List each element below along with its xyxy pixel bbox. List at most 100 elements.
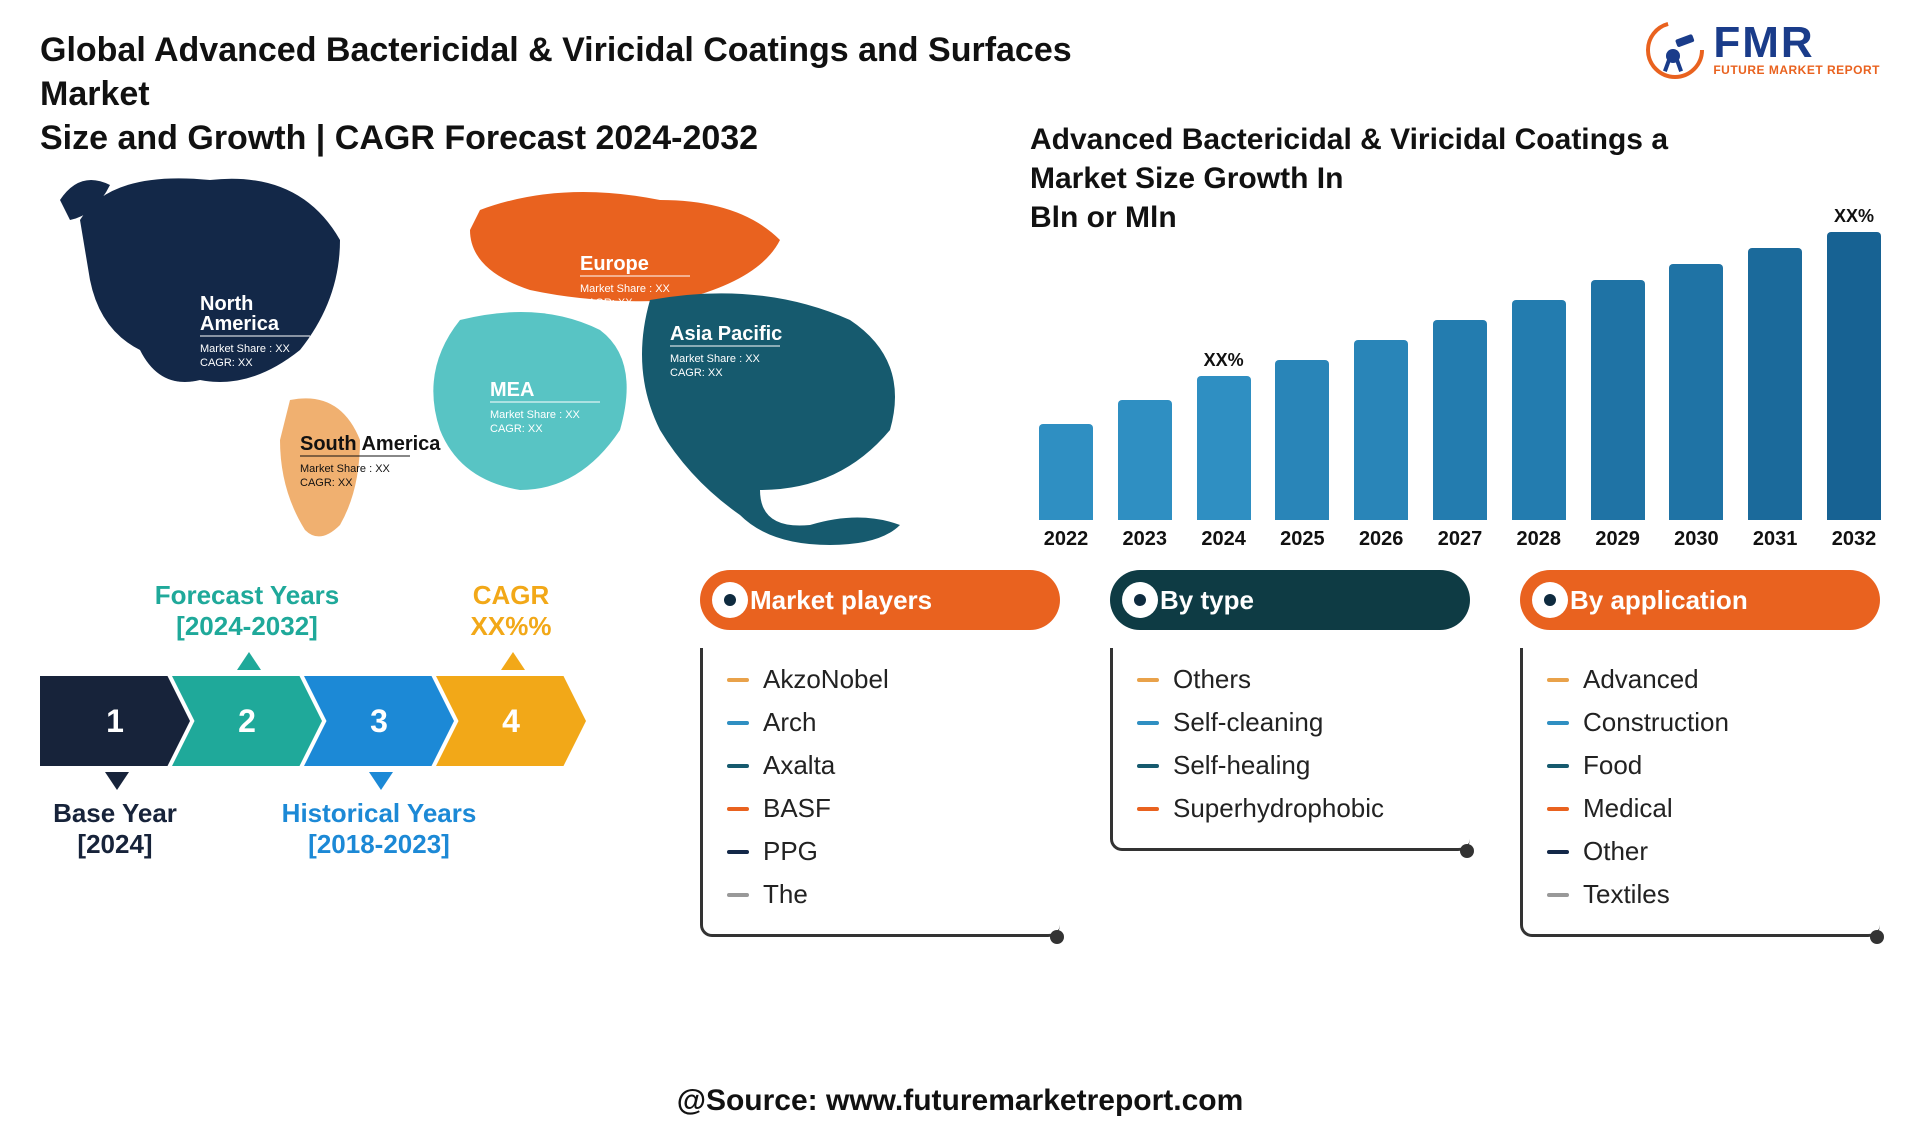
barchart-title-l1: Advanced Bactericidal & Viricidal Coatin…	[1030, 123, 1668, 156]
bar-annotation: XX%	[1204, 350, 1244, 371]
list-item-label: The	[763, 879, 808, 910]
segments-row: Market playersAkzoNobelArchAxaltaBASFPPG…	[700, 570, 1880, 937]
bar-wrap: XX%2024	[1188, 376, 1260, 551]
timeline-infographic: 1234 Base Year[2024]Forecast Years[2024-…	[40, 580, 660, 900]
timeline-label-sub: [2024-2032]	[137, 611, 357, 642]
list-item-label: Construction	[1583, 707, 1729, 738]
bar-2030	[1669, 264, 1723, 520]
segment-market-players: Market playersAkzoNobelArchAxaltaBASFPPG…	[700, 570, 1060, 937]
timeline-step-3: 3	[304, 676, 454, 766]
list-item-label: PPG	[763, 836, 818, 867]
map-share: Market Share : XX	[300, 463, 391, 475]
timeline-step-2: 2	[172, 676, 322, 766]
list-item: Medical	[1547, 787, 1880, 830]
tick-icon	[727, 764, 749, 768]
bullet-icon	[712, 582, 748, 618]
svg-text:America: America	[200, 313, 280, 335]
timeline-label-sub: [2024]	[5, 829, 225, 860]
map-cagr: CAGR: XX	[300, 477, 353, 489]
bar-2032: XX%	[1827, 232, 1881, 520]
bar-label: 2032	[1832, 528, 1877, 551]
map-label-mea: MEA	[490, 379, 534, 401]
timeline-label-title: Forecast Years	[137, 580, 357, 611]
timeline-label: Base Year[2024]	[5, 798, 225, 860]
market-size-bar-chart: Advanced Bactericidal & Viricidal Coatin…	[1030, 120, 1890, 550]
tick-icon	[1547, 893, 1569, 897]
bar-label: 2031	[1753, 528, 1798, 551]
list-item: AkzoNobel	[727, 658, 1060, 701]
barchart-title-l2: Market Size Growth In	[1030, 162, 1343, 195]
segment-list: AdvancedConstructionFoodMedicalOtherText…	[1520, 648, 1880, 937]
map-cagr: CAGR: XX	[580, 297, 633, 309]
list-item: PPG	[727, 830, 1060, 873]
bar-2023	[1118, 400, 1172, 520]
bar-label: 2028	[1517, 528, 1562, 551]
list-item-label: Others	[1173, 664, 1251, 695]
bar-2022	[1039, 424, 1093, 520]
timeline-label-title: Historical Years	[269, 798, 489, 829]
map-cagr: CAGR: XX	[490, 423, 543, 435]
timeline-label: Historical Years[2018-2023]	[269, 798, 489, 860]
tick-icon	[1137, 721, 1159, 725]
world-map: AmericaNorthMarket Share : XXCAGR: XXSou…	[40, 130, 940, 550]
list-item: Self-cleaning	[1137, 701, 1470, 744]
telescope-icon	[1645, 20, 1705, 80]
bullet-icon	[1532, 582, 1568, 618]
map-label-asia-pacific: Asia Pacific	[670, 323, 782, 345]
bar-label: 2027	[1438, 528, 1483, 551]
bar-label: 2023	[1123, 528, 1168, 551]
timeline-step-1: 1	[40, 676, 190, 766]
bar-2027	[1433, 320, 1487, 520]
bar-2031	[1748, 248, 1802, 520]
logo-text-big: FMR	[1713, 23, 1880, 63]
segment-by-type: By typeOthersSelf-cleaningSelf-healingSu…	[1110, 570, 1470, 937]
segment-header: By type	[1110, 570, 1470, 630]
timeline-label-sub: XX%%	[401, 611, 621, 642]
bar-label: 2026	[1359, 528, 1404, 551]
list-item-label: Food	[1583, 750, 1642, 781]
tick-icon	[727, 721, 749, 725]
bar-wrap: 2028	[1503, 300, 1575, 551]
list-item: Arch	[727, 701, 1060, 744]
list-item-label: Self-healing	[1173, 750, 1310, 781]
bar-2025	[1275, 360, 1329, 520]
bar-wrap: 2025	[1266, 360, 1338, 551]
bar-wrap: 2027	[1424, 320, 1496, 551]
tick-icon	[1547, 850, 1569, 854]
map-share: Market Share : XX	[200, 343, 291, 355]
list-item-label: Other	[1583, 836, 1648, 867]
tick-icon	[1137, 678, 1159, 682]
timeline-label-sub: [2018-2023]	[269, 829, 489, 860]
bar-2028	[1512, 300, 1566, 520]
timeline-pointer-icon	[237, 652, 261, 670]
logo-text-small: FUTURE MARKET REPORT	[1713, 63, 1880, 77]
map-cagr: CAGR: XX	[200, 357, 253, 369]
tick-icon	[1137, 807, 1159, 811]
tick-icon	[727, 850, 749, 854]
list-item: The	[727, 873, 1060, 916]
bar-wrap: 2023	[1109, 400, 1181, 551]
tick-icon	[1547, 721, 1569, 725]
bullet-icon	[1122, 582, 1158, 618]
timeline-label: Forecast Years[2024-2032]	[137, 580, 357, 642]
tick-icon	[1137, 764, 1159, 768]
list-item: BASF	[727, 787, 1060, 830]
timeline-step-4: 4	[436, 676, 586, 766]
tick-icon	[727, 807, 749, 811]
bar-wrap: 2026	[1345, 340, 1417, 551]
list-item-label: Advanced	[1583, 664, 1699, 695]
list-item: Food	[1547, 744, 1880, 787]
title-line-1: Global Advanced Bactericidal & Viricidal…	[40, 31, 1072, 113]
source-attribution: @Source: www.futuremarketreport.com	[677, 1084, 1244, 1118]
list-item: Self-healing	[1137, 744, 1470, 787]
bar-label: 2029	[1595, 528, 1640, 551]
map-label-south-america: South America	[300, 433, 441, 455]
list-item: Axalta	[727, 744, 1060, 787]
tick-icon	[1547, 678, 1569, 682]
list-item-label: Axalta	[763, 750, 835, 781]
bar-wrap: XX% 2032	[1818, 232, 1890, 551]
list-item-label: AkzoNobel	[763, 664, 889, 695]
segment-header: By application	[1520, 570, 1880, 630]
bar-label: 2025	[1280, 528, 1325, 551]
bar-wrap: 2030	[1660, 264, 1732, 551]
